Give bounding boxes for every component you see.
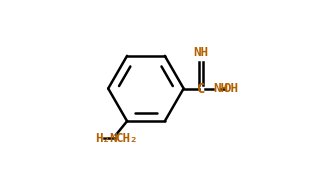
Text: NH: NH: [214, 82, 229, 95]
Text: OH: OH: [224, 82, 239, 95]
Text: NH: NH: [193, 46, 208, 59]
Text: C: C: [196, 81, 205, 96]
Text: CH₂: CH₂: [116, 132, 138, 145]
Text: H₂N: H₂N: [95, 132, 118, 145]
